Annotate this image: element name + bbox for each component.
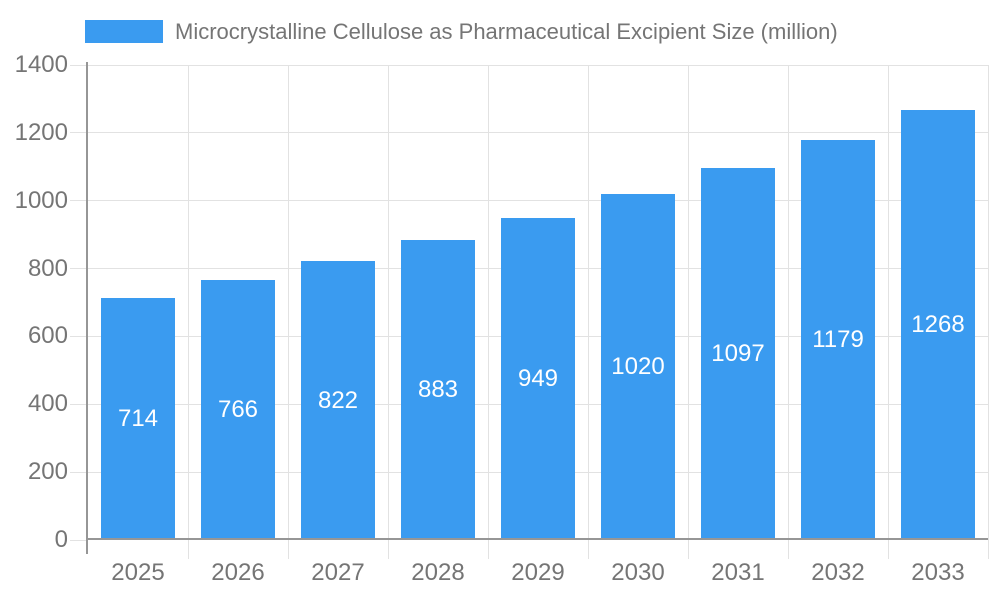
gridline-vertical [287, 65, 289, 559]
bar-value-label: 1268 [911, 310, 965, 338]
bar[interactable]: 1179 [801, 139, 875, 540]
bar[interactable]: 822 [301, 261, 375, 540]
gridline-vertical [387, 65, 389, 559]
legend-swatch [85, 20, 163, 43]
bar-value-label: 1097 [711, 339, 765, 367]
gridline-vertical [587, 65, 589, 559]
y-axis-label: 200 [27, 458, 68, 486]
gridline-vertical [487, 65, 489, 559]
bar[interactable]: 714 [101, 297, 175, 540]
x-axis-label: 2029 [511, 559, 565, 586]
bar-value-label: 822 [317, 386, 359, 414]
gridline-horizontal [70, 132, 988, 134]
bar[interactable]: 949 [501, 218, 575, 540]
bar-value-label: 714 [117, 404, 159, 432]
y-axis-label: 1200 [14, 118, 68, 146]
gridline-vertical [987, 65, 989, 559]
bar[interactable]: 1020 [601, 193, 675, 540]
y-axis-label: 0 [54, 526, 68, 553]
y-axis-label: 400 [27, 390, 68, 418]
bar-value-label: 1020 [611, 352, 665, 380]
x-axis-label: 2033 [911, 559, 965, 586]
gridline-horizontal [70, 200, 988, 202]
x-axis-label: 2030 [611, 559, 665, 586]
x-axis-line [86, 538, 988, 540]
bar[interactable]: 766 [201, 280, 275, 540]
x-axis-label: 2026 [211, 559, 265, 586]
y-axis-line [86, 62, 88, 554]
x-axis-label: 2027 [311, 559, 365, 586]
gridline-horizontal [70, 64, 988, 66]
y-axis-label: 600 [27, 322, 68, 350]
gridline-vertical [787, 65, 789, 559]
bar[interactable]: 1268 [901, 109, 975, 540]
plot-area: 714 766 822 883 949 1020 1097 1179 1268 [70, 64, 989, 559]
legend-label: Microcrystalline Cellulose as Pharmaceut… [175, 19, 838, 44]
gridline-vertical [687, 65, 689, 559]
gridline-vertical [887, 65, 889, 559]
gridline-vertical [187, 65, 189, 559]
y-axis-label: 800 [27, 254, 68, 282]
x-axis-label: 2025 [111, 559, 165, 586]
y-axis-label: 1000 [14, 186, 68, 214]
x-axis-label: 2031 [711, 559, 765, 586]
bar-value-label: 883 [417, 376, 459, 404]
bar-value-label: 1179 [812, 325, 864, 353]
bar-value-label: 949 [517, 365, 559, 392]
bar-value-label: 766 [217, 396, 259, 424]
x-axis-label: 2032 [811, 559, 865, 586]
bar[interactable]: 883 [401, 240, 475, 540]
bar[interactable]: 1097 [701, 167, 775, 540]
y-axis-tick [70, 539, 88, 541]
y-axis-label: 1400 [14, 51, 68, 78]
x-axis-label: 2028 [411, 559, 465, 586]
